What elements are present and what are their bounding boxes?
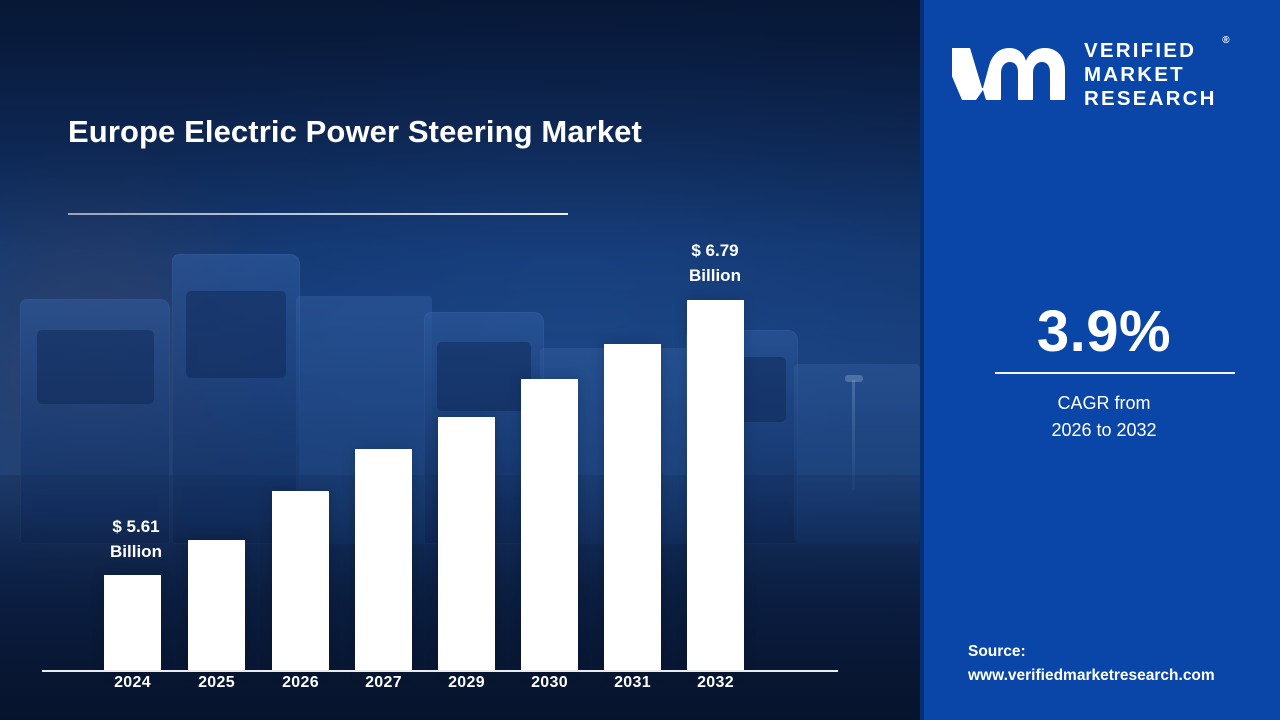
bar-2027 — [355, 449, 412, 670]
x-axis-label-6: 2031 — [614, 674, 651, 691]
brand-line-3: RESEARCH — [1084, 87, 1217, 111]
bar-2029 — [438, 417, 495, 670]
x-axis-label-0: 2024 — [114, 674, 151, 691]
bar-2025 — [188, 540, 245, 670]
title-divider — [68, 213, 568, 215]
bar-chart: $ 5.61 Billion $ 6.79 Billion 2024 2025 … — [42, 239, 838, 691]
cagr-value: 3.9% — [1036, 299, 1172, 364]
value-label-first: $ 5.61 Billion — [76, 515, 196, 564]
page-title: Europe Electric Power Steering Market — [68, 114, 642, 149]
value-label-last: $ 6.79 Billion — [655, 239, 775, 288]
x-axis-label-1: 2025 — [198, 674, 235, 691]
source-label: Source: — [968, 643, 1026, 660]
value-label-first-amount: $ 5.61 — [112, 517, 160, 536]
bar-2030 — [521, 379, 578, 670]
cagr-caption-line-2: 2026 to 2032 — [1051, 420, 1157, 440]
brand-line-1: VERIFIED — [1084, 38, 1197, 62]
chart-panel: Europe Electric Power Steering Market $ … — [0, 0, 920, 720]
source-block: Source: www.verifiedmarketresearch.com — [968, 640, 1268, 687]
x-axis-label-4: 2029 — [448, 674, 485, 691]
brand-logo[interactable]: VERIFIED MARKET RESEARCH ® — [952, 30, 1262, 120]
bar-2024 — [104, 575, 161, 670]
value-label-last-amount: $ 6.79 — [691, 241, 739, 260]
vmr-logo-icon — [952, 48, 1065, 100]
brand-wordmark: VERIFIED MARKET RESEARCH ® — [1084, 35, 1230, 112]
registered-trademark-icon: ® — [1222, 34, 1230, 46]
x-axis-label-5: 2030 — [531, 674, 568, 691]
cagr-caption-line-1: CAGR from — [1057, 393, 1151, 413]
x-axis-label-2: 2026 — [282, 674, 319, 691]
bar-2032 — [687, 300, 744, 670]
side-panel: VERIFIED MARKET RESEARCH ® 3.9% CAGR fro… — [920, 0, 1280, 720]
brand-line-2: MARKET — [1084, 62, 1185, 86]
source-url[interactable]: www.verifiedmarketresearch.com — [968, 666, 1215, 684]
bar-2026 — [272, 491, 329, 670]
x-axis-label-3: 2027 — [365, 674, 402, 691]
bar-2031 — [604, 344, 661, 670]
cagr-caption: CAGR from 2026 to 2032 — [924, 390, 1280, 444]
x-axis-line — [42, 670, 838, 672]
value-label-first-unit: Billion — [110, 541, 162, 561]
value-label-last-unit: Billion — [689, 265, 741, 285]
cagr-divider — [995, 372, 1235, 374]
x-axis-label-7: 2032 — [697, 674, 734, 691]
